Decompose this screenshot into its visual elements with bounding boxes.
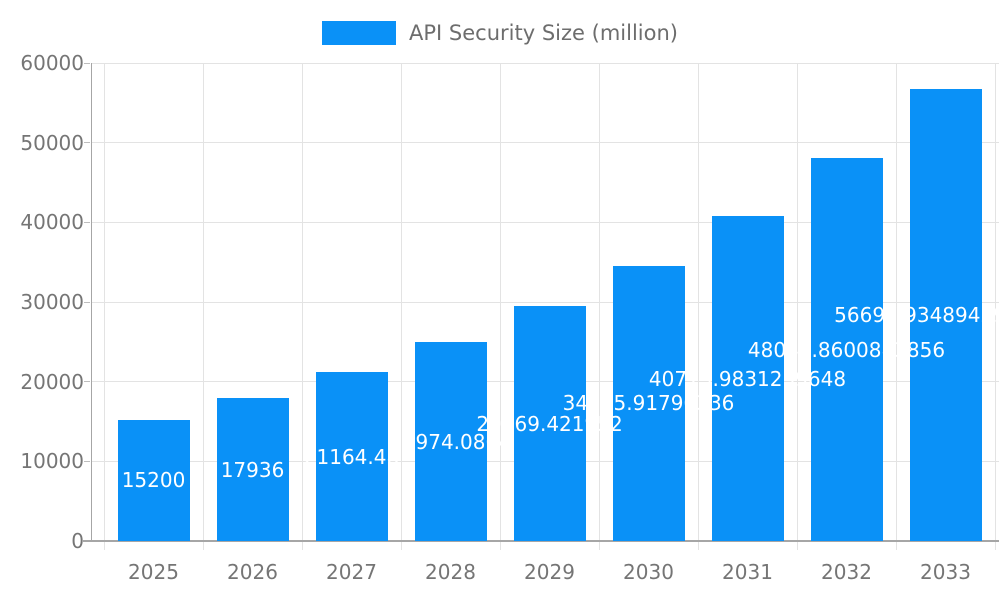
x-tick-label: 2027 [326,560,377,584]
legend-label: API Security Size (million) [409,21,678,45]
bar-value-label: 34555.91790336 [562,391,735,416]
bar-2025[interactable] [117,419,190,541]
y-tick-mark [84,301,90,303]
bar-value-label: 29469.421952 [476,411,623,436]
y-tick-mark [84,142,90,144]
bar-value-label: 15200 [121,468,186,493]
y-tick-label: 20000 [20,369,84,394]
bar-value-label: 24974.0864 [390,429,511,454]
gridline [994,63,996,550]
gridline [90,142,999,144]
y-tick-mark [84,62,90,64]
x-tick-label: 2028 [425,560,476,584]
bar-value-label: 48048.8600883856 [747,337,946,362]
bar-value-label: 40775.9831259648 [648,366,847,391]
bar-value-label: 21164.48 [303,444,400,469]
gridline [90,301,999,303]
gridline [103,63,105,550]
y-tick-mark [84,221,90,223]
x-tick-label: 2025 [128,560,179,584]
y-tick-mark [84,460,90,462]
bar-2026[interactable] [216,398,289,541]
y-tick-label: 40000 [20,210,84,235]
gridline [400,63,402,550]
bar-2027[interactable] [315,372,388,541]
x-tick-label: 2030 [623,560,674,584]
x-axis-line [83,540,999,542]
gridline [796,63,798,550]
gridline [301,63,303,550]
bar-2031[interactable] [711,216,784,541]
bar-value-label: 56697.934894295008 [834,303,1000,328]
bar-2032[interactable] [810,158,883,541]
gridline [202,63,204,550]
bar-2033[interactable] [909,89,982,541]
x-tick-label: 2032 [821,560,872,584]
gridline [598,63,600,550]
y-tick-label: 50000 [20,130,84,155]
gridline [697,63,699,550]
gridline [499,63,501,550]
y-tick-label: 60000 [20,51,84,75]
bar-value-label: 17936 [220,457,285,482]
y-tick-label: 10000 [20,449,84,474]
y-tick-mark [84,381,90,383]
y-tick-label: 30000 [20,290,84,314]
x-tick-label: 2031 [722,560,773,584]
legend: API Security Size (million) [0,21,1000,47]
legend-marker[interactable] [322,21,397,45]
bar-2030[interactable] [612,265,685,541]
x-tick-label: 2026 [227,560,278,584]
gridline [895,63,897,550]
x-tick-label: 2033 [920,560,971,584]
y-tick-label: 0 [71,529,84,553]
y-axis-line [90,63,92,541]
bar-2029[interactable] [513,306,586,541]
x-tick-label: 2029 [524,560,575,584]
bar-2028[interactable] [414,342,487,541]
gridline [90,62,999,64]
gridline [90,221,999,223]
